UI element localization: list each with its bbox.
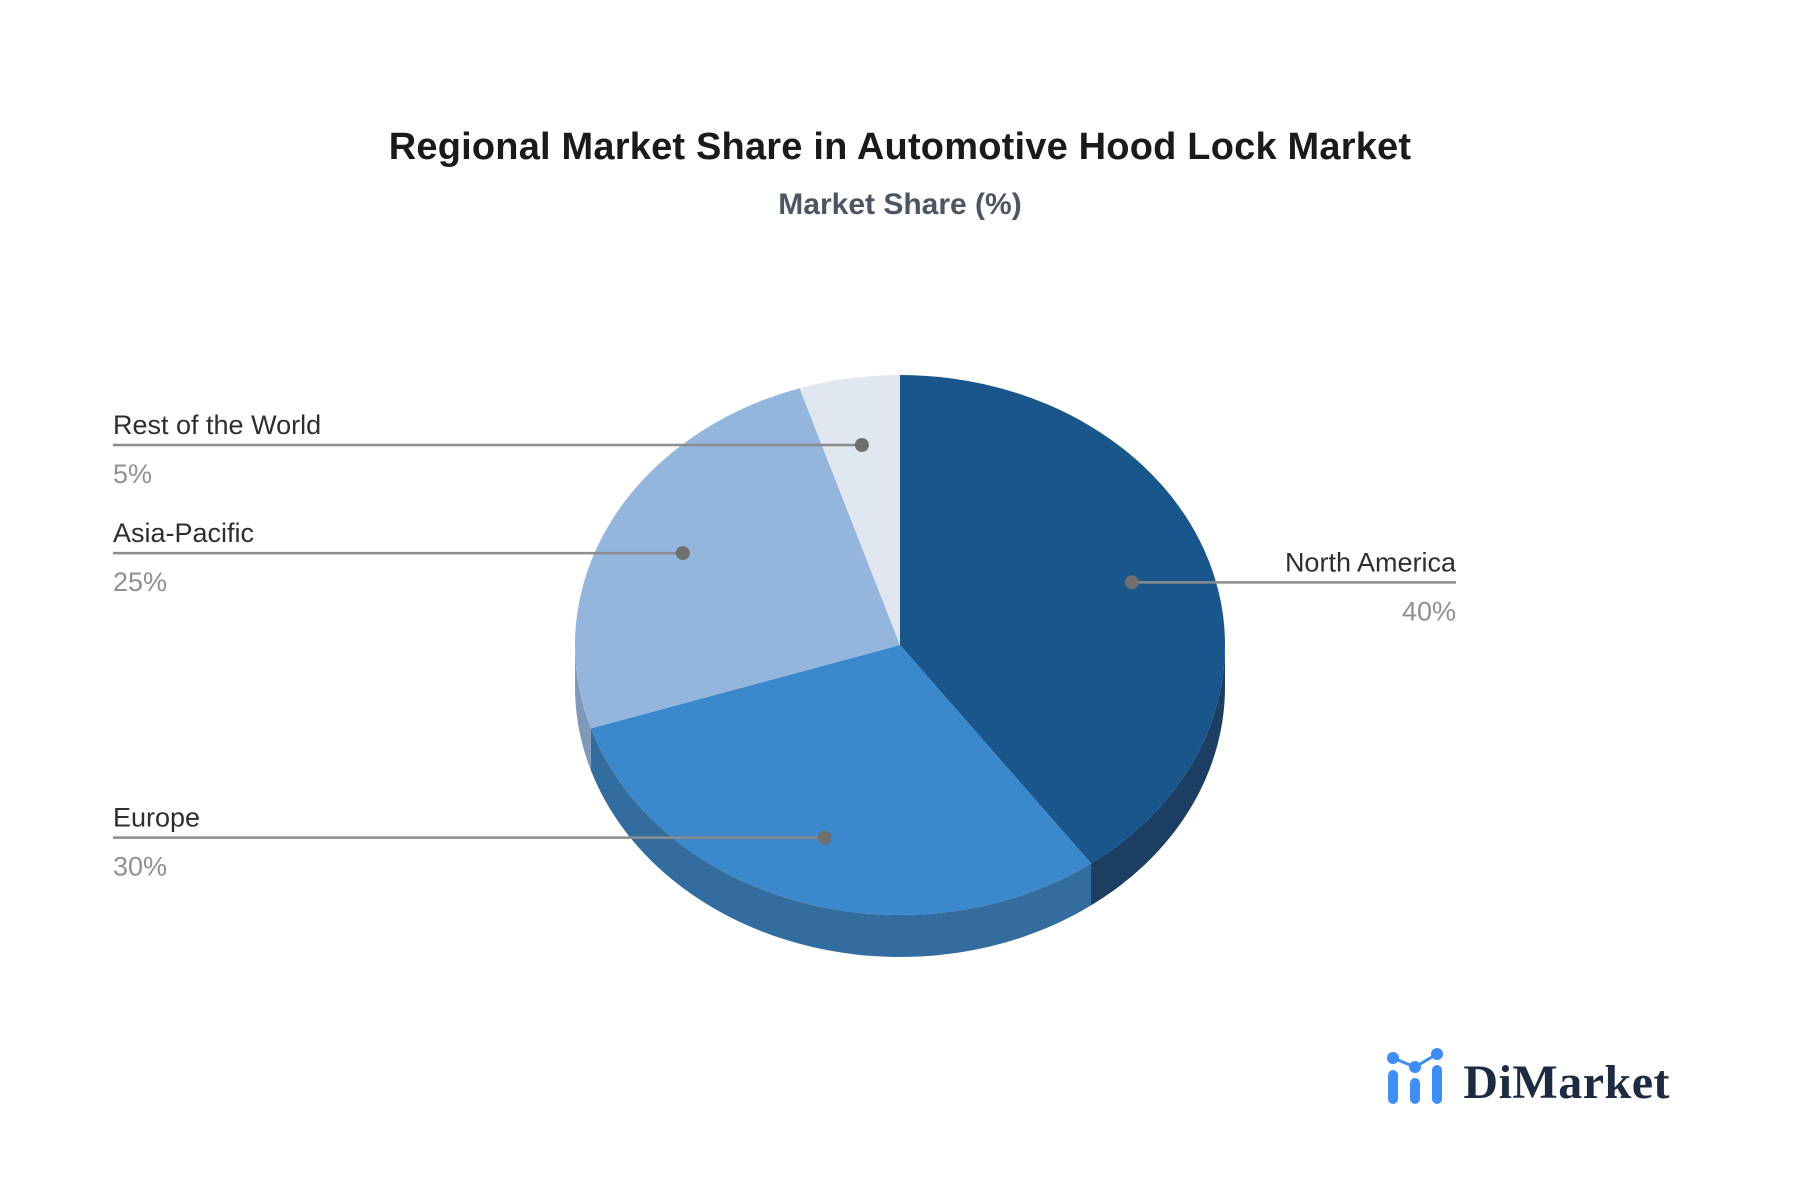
leader-dot-europe (817, 830, 832, 845)
brand-logo-text: DiMarket (1463, 1056, 1670, 1110)
pie-slice-wall-north-america (1091, 645, 1225, 906)
pie-slice-north-america[interactable] (900, 375, 1225, 864)
slice-label-value-rest-of-the-world: 5% (113, 459, 152, 489)
leader-dot-north-america (1124, 575, 1139, 590)
bar-chart-logo-icon (1387, 1048, 1444, 1104)
pie-slice-wall-europe (590, 728, 1092, 957)
leader-dot-asia-pacific (675, 546, 690, 561)
slice-label-value-asia-pacific: 25% (113, 567, 167, 597)
slice-label-value-north-america: 40% (1402, 596, 1456, 626)
pie-slice-rest-of-the-world[interactable] (799, 375, 900, 645)
slice-label-name-europe: Europe (113, 803, 200, 833)
pie-slice-asia-pacific[interactable] (574, 388, 900, 729)
slice-label-name-north-america: North America (1285, 547, 1457, 577)
pie-slice-europe[interactable] (590, 645, 1092, 915)
brand-logo: DiMarket (1385, 1046, 1670, 1110)
pie-slice-wall-asia-pacific (575, 645, 591, 771)
slice-label-value-europe: 30% (113, 852, 167, 882)
leader-dot-rest-of-the-world (854, 437, 869, 452)
slice-label-name-rest-of-the-world: Rest of the World (113, 410, 321, 440)
slice-label-name-asia-pacific: Asia-Pacific (113, 518, 254, 548)
